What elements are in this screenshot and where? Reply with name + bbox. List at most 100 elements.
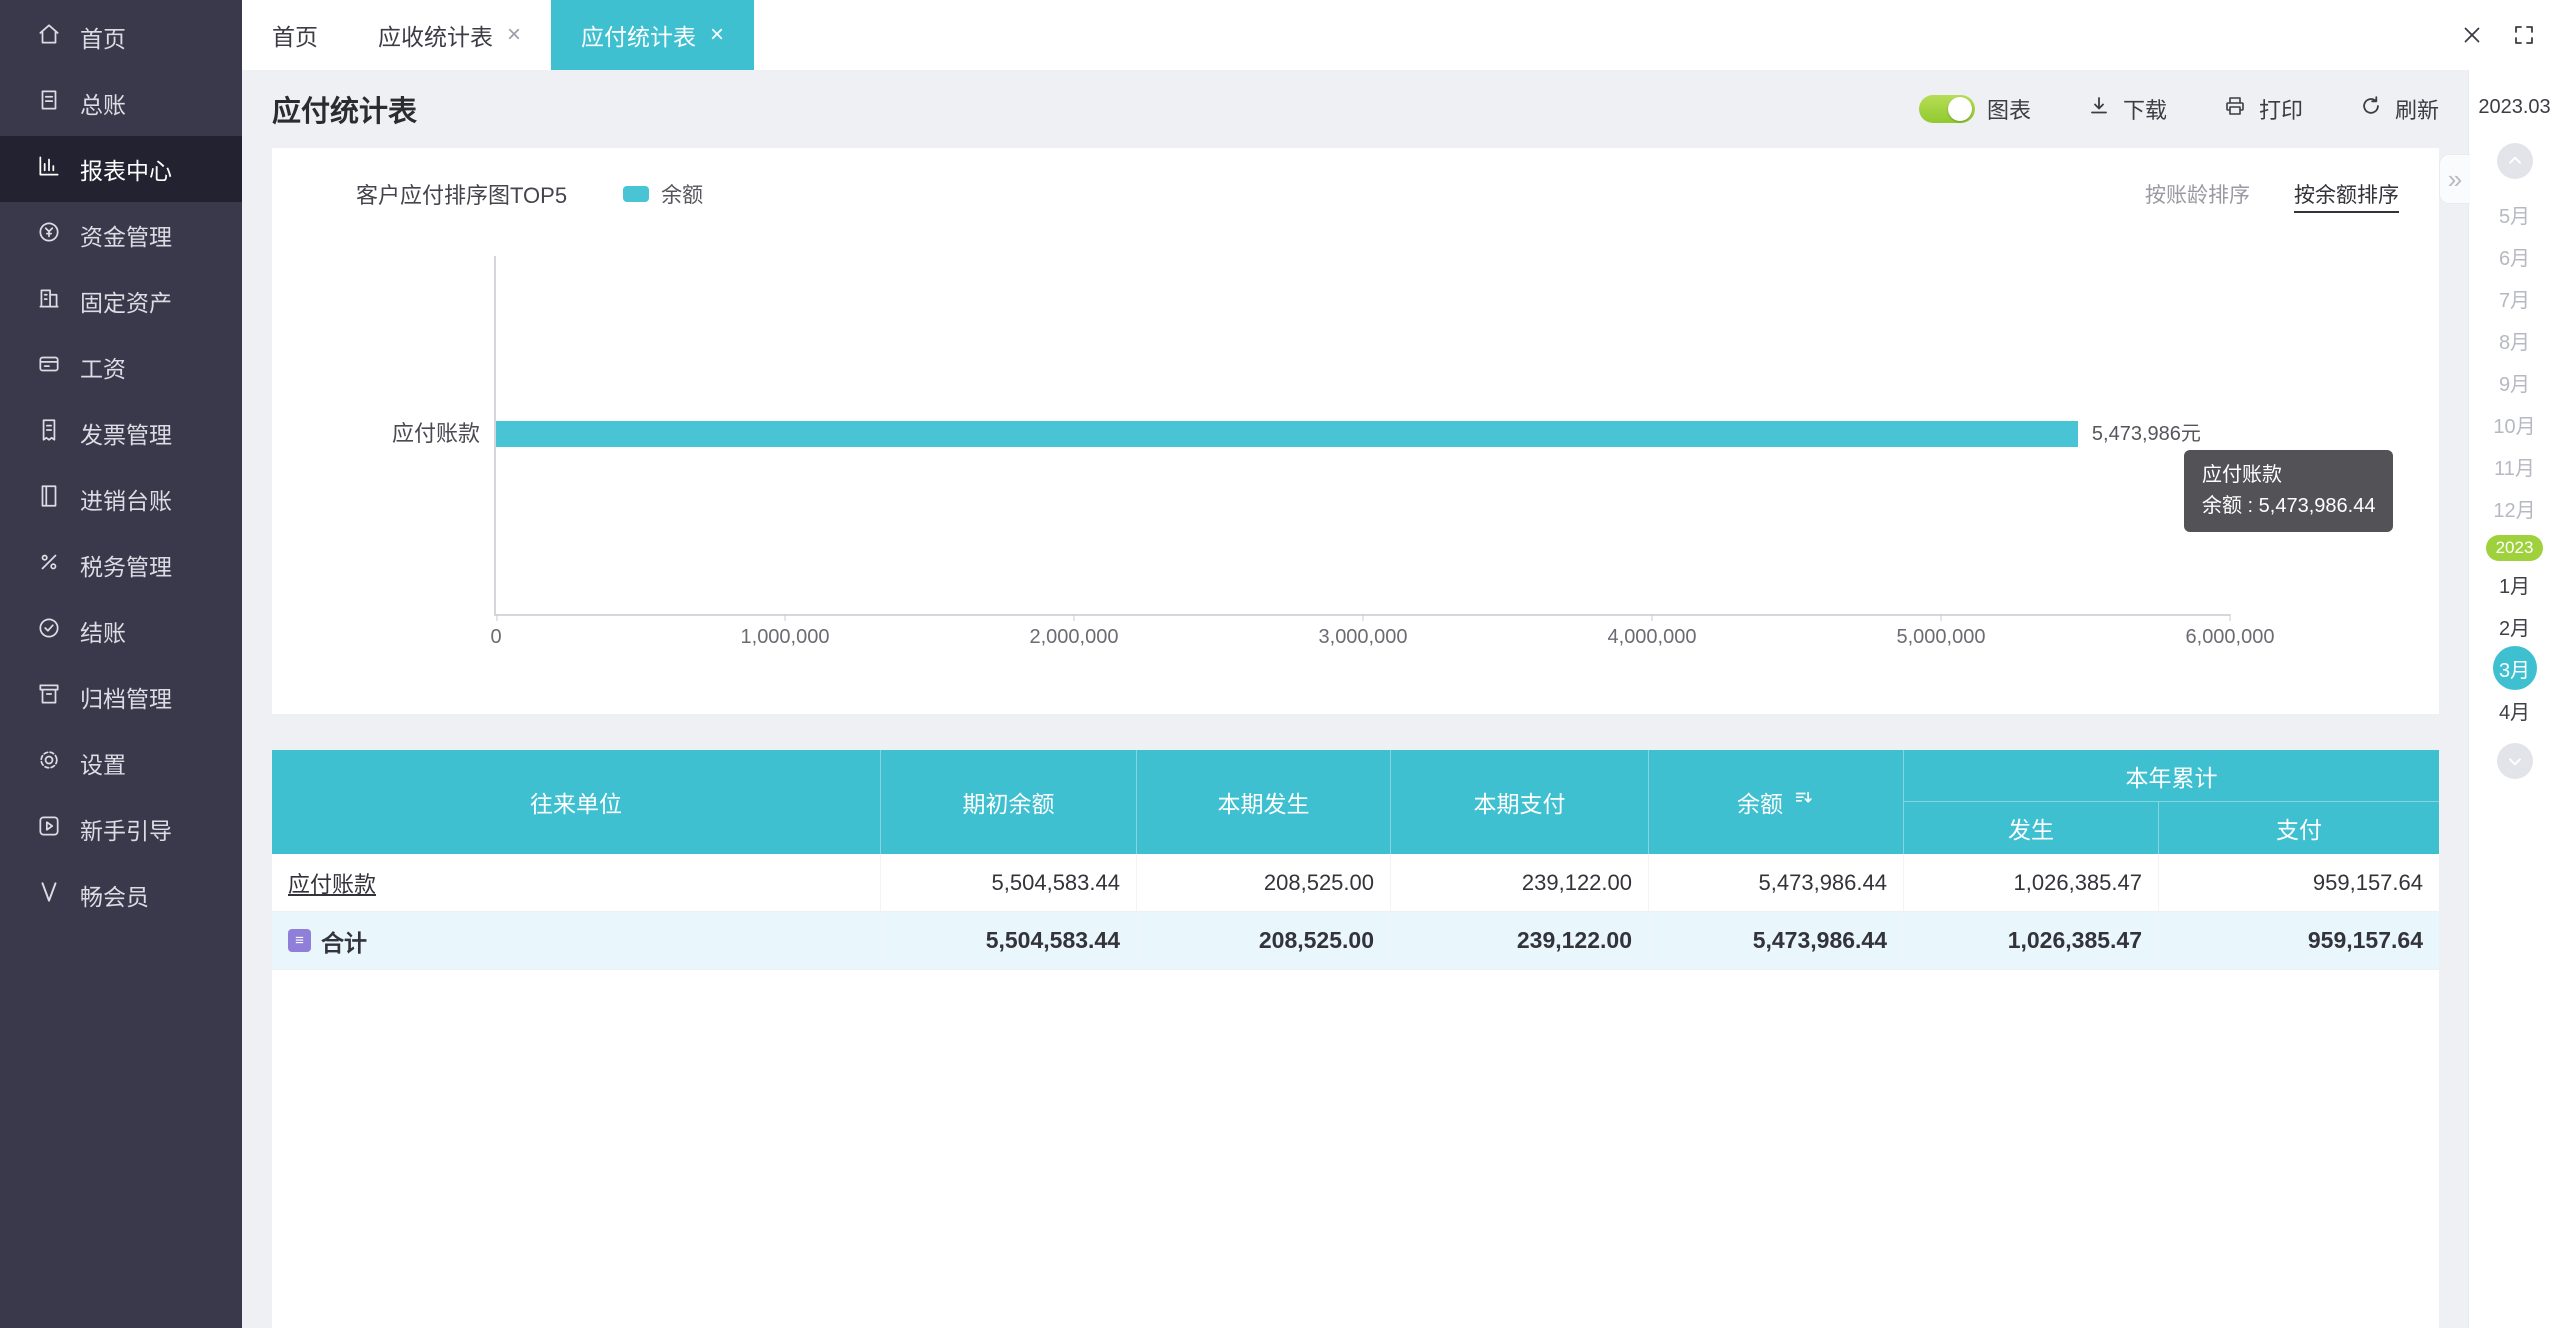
total-occurred: 208,525.00 — [1137, 912, 1391, 969]
page-header: 应付统计表 图表 下载 打印 刷新 — [242, 70, 2469, 148]
sort-by-age-button[interactable]: 按账龄排序 — [2145, 184, 2250, 207]
sidebar-item-report-center[interactable]: 报表中心 — [0, 136, 242, 202]
month-item[interactable]: 8月 — [2498, 331, 2531, 354]
sidebar-item-label: 归档管理 — [80, 686, 172, 712]
tax-icon — [36, 549, 62, 581]
guide-icon — [36, 813, 62, 845]
tab-close-icon[interactable]: × — [507, 21, 522, 48]
sidebar-item-label: 总账 — [80, 92, 126, 118]
chart-panel: 客户应付排序图TOP5 余额 按账龄排序 按余额排序 应付账款 5,473,98… — [272, 148, 2439, 714]
sidebar-item-salary[interactable]: 工资 — [0, 334, 242, 400]
chart-header: 客户应付排序图TOP5 余额 按账龄排序 按余额排序 — [356, 178, 2399, 210]
tab-bar: 首页 应收统计表 × 应付统计表 × — [242, 0, 2560, 70]
col-header-ytd: 本年累计 — [1904, 750, 2439, 802]
month-item[interactable]: 7月 — [2498, 289, 2531, 312]
bar-value-label: 5,473,986元 — [2091, 423, 2201, 445]
chart-toggle[interactable]: 图表 — [1918, 93, 2031, 125]
sidebar-item-fixed-assets[interactable]: 固定资产 — [0, 268, 242, 334]
tab-label: 应付统计表 — [581, 24, 697, 50]
month-item[interactable]: 2月 — [2498, 617, 2531, 640]
sidebar-item-trade-ledger[interactable]: 进销台账 — [0, 466, 242, 532]
salary-icon — [36, 351, 62, 383]
month-item-active[interactable]: 3月 — [2492, 646, 2537, 690]
sidebar-item-home[interactable]: 首页 — [0, 4, 242, 70]
page-title: 应付统计表 — [272, 96, 418, 128]
col-header-ytd-occurred: 发生 — [1904, 802, 2159, 854]
fullscreen-icon[interactable] — [2512, 23, 2536, 47]
invoice-icon — [36, 417, 62, 449]
chart-title: 客户应付排序图TOP5 — [356, 183, 568, 208]
balance-header-label: 余额 — [1737, 791, 1783, 817]
download-button[interactable]: 下载 — [2087, 93, 2167, 125]
sort-descending-icon[interactable] — [1793, 788, 1815, 816]
sort-by-balance-button[interactable]: 按余额排序 — [2294, 184, 2399, 207]
toolbar-controls: 图表 下载 打印 刷新 — [1918, 93, 2439, 125]
month-item[interactable]: 1月 — [2498, 575, 2531, 598]
chevron-up-icon[interactable] — [2496, 143, 2533, 179]
refresh-icon — [2359, 94, 2383, 124]
sidebar-item-general-ledger[interactable]: 总账 — [0, 70, 242, 136]
print-button[interactable]: 打印 — [2223, 93, 2303, 125]
archive-icon — [36, 681, 62, 713]
sidebar-item-member[interactable]: 畅会员 — [0, 862, 242, 928]
x-tick: 6,000,000 — [2185, 614, 2275, 648]
chart-tooltip: 应付账款 余额 : 5,473,986.44 — [2184, 450, 2394, 532]
print-icon — [2223, 94, 2247, 124]
trade-ledger-icon — [36, 483, 62, 515]
month-item[interactable]: 10月 — [2493, 415, 2536, 438]
month-item[interactable]: 11月 — [2494, 457, 2535, 480]
member-v-icon — [36, 879, 62, 911]
col-header-balance[interactable]: 余额 — [1649, 750, 1904, 854]
col-header-unit: 往来单位 — [272, 750, 881, 854]
sidebar-item-settings[interactable]: 设置 — [0, 730, 242, 796]
sidebar-item-guide[interactable]: 新手引导 — [0, 796, 242, 862]
balance-bar[interactable] — [496, 421, 2078, 447]
col-header-current-paid: 本期支付 — [1391, 750, 1649, 854]
month-item[interactable]: 6月 — [2498, 247, 2531, 270]
month-item[interactable]: 5月 — [2498, 205, 2531, 228]
tooltip-title: 应付账款 — [2202, 464, 2282, 486]
cell-occurred: 208,525.00 — [1137, 854, 1391, 911]
sidebar-item-funds[interactable]: 资金管理 — [0, 202, 242, 268]
table-header: 往来单位 期初余额 本期发生 本期支付 余额 本年累计 发生 支付 — [272, 750, 2439, 854]
sum-icon: ≡ — [288, 929, 311, 952]
table-total-row: ≡ 合计 5,504,583.44 208,525.00 239,122.00 … — [272, 912, 2439, 970]
sidebar-item-label: 进销台账 — [80, 488, 172, 514]
total-balance: 5,473,986.44 — [1649, 912, 1904, 969]
tab-receivables-report[interactable]: 应收统计表 × — [348, 0, 551, 70]
tab-label: 首页 — [272, 24, 318, 50]
tab-close-icon[interactable]: × — [710, 21, 725, 48]
sidebar-item-label: 首页 — [80, 26, 126, 52]
download-icon — [2087, 94, 2111, 124]
month-item[interactable]: 12月 — [2493, 499, 2536, 522]
cell-paid: 239,122.00 — [1391, 854, 1649, 911]
refresh-label: 刷新 — [2394, 98, 2439, 123]
total-label: 合计 — [321, 929, 367, 956]
tab-payables-report[interactable]: 应付统计表 × — [551, 0, 755, 70]
month-item[interactable]: 4月 — [2498, 701, 2531, 724]
sort-controls: 按账龄排序 按余额排序 — [2145, 179, 2399, 209]
close-icon[interactable] — [2460, 23, 2484, 47]
collapse-rail-button[interactable]: » — [2439, 154, 2470, 204]
legend-label: 余额 — [661, 184, 704, 207]
sidebar-item-archive[interactable]: 归档管理 — [0, 664, 242, 730]
period-label: 2023.03 — [2478, 96, 2551, 118]
sidebar-item-label: 报表中心 — [80, 158, 172, 184]
payables-account-link[interactable]: 应付账款 — [288, 871, 377, 897]
month-item[interactable]: 9月 — [2498, 373, 2531, 396]
fixed-assets-icon — [36, 285, 62, 317]
sidebar-item-invoice[interactable]: 发票管理 — [0, 400, 242, 466]
tooltip-value: 余额 : 5,473,986.44 — [2202, 495, 2376, 517]
sidebar-item-closing[interactable]: 结账 — [0, 598, 242, 664]
refresh-button[interactable]: 刷新 — [2359, 93, 2439, 125]
sidebar-item-tax[interactable]: 税务管理 — [0, 532, 242, 598]
sidebar-item-label: 工资 — [80, 356, 126, 382]
toggle-switch[interactable] — [1918, 95, 1975, 123]
tab-home[interactable]: 首页 — [242, 0, 348, 70]
total-ytd-occurred: 1,026,385.47 — [1904, 912, 2159, 969]
tab-label: 应收统计表 — [378, 24, 493, 50]
bar-chart-plot: 应付账款 5,473,986元 0 1,000,000 2,000,000 3,… — [392, 256, 2274, 648]
download-label: 下载 — [2122, 98, 2167, 123]
chevron-down-icon[interactable] — [2496, 743, 2533, 779]
